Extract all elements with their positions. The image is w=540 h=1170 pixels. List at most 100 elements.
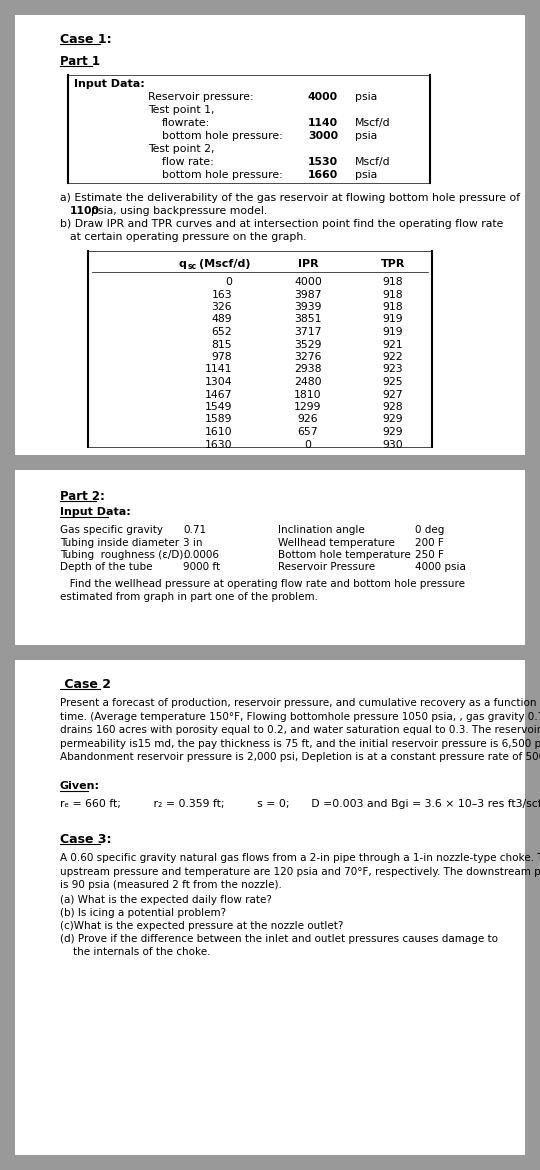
Text: 1660: 1660 (308, 170, 338, 180)
Text: a) Estimate the deliverability of the gas reservoir at flowing bottom hole press: a) Estimate the deliverability of the ga… (60, 193, 520, 204)
Text: Present a forecast of production, reservoir pressure, and cumulative recovery as: Present a forecast of production, reserv… (60, 698, 540, 763)
Text: 926: 926 (298, 414, 318, 425)
Text: 918: 918 (383, 277, 403, 287)
Text: Find the wellhead pressure at operating flow rate and bottom hole pressure
estim: Find the wellhead pressure at operating … (60, 579, 465, 603)
Text: 3000: 3000 (308, 131, 338, 142)
Text: rₑ = 660 ft;   r₂ = 0.359 ft;   s = 0;  D =0.003 and Bgi = 3.6 × 10–3 res ft3/sc: rₑ = 660 ft; r₂ = 0.359 ft; s = 0; D =0.… (60, 799, 540, 808)
Text: 1304: 1304 (204, 377, 232, 387)
Text: 0: 0 (225, 277, 232, 287)
Text: 1810: 1810 (294, 390, 322, 399)
Text: 652: 652 (211, 326, 232, 337)
Bar (15, 15, 525, 455)
Text: Test point 1,: Test point 1, (148, 105, 214, 115)
Text: 0 deg: 0 deg (415, 525, 444, 535)
Text: Given:: Given: (60, 782, 100, 791)
Text: 923: 923 (383, 365, 403, 374)
Text: 1299: 1299 (294, 402, 322, 412)
Text: A 0.60 specific gravity natural gas flows from a 2-in pipe through a 1-in nozzle: A 0.60 specific gravity natural gas flow… (60, 853, 540, 890)
Text: 930: 930 (383, 440, 403, 449)
Text: Tubing  roughness (ε/D):: Tubing roughness (ε/D): (60, 550, 187, 560)
Text: 3717: 3717 (294, 326, 322, 337)
Text: Reservoir Pressure: Reservoir Pressure (278, 563, 375, 572)
Text: Case 2: Case 2 (60, 677, 111, 691)
Text: 919: 919 (383, 326, 403, 337)
Text: 978: 978 (211, 352, 232, 362)
Text: bottom hole pressure:: bottom hole pressure: (162, 131, 283, 142)
Text: (c)What is the expected pressure at the nozzle outlet?: (c)What is the expected pressure at the … (60, 921, 343, 931)
Text: Bottom hole temperature: Bottom hole temperature (278, 550, 411, 560)
Text: 925: 925 (383, 377, 403, 387)
Text: q: q (178, 259, 186, 269)
Text: 163: 163 (211, 289, 232, 300)
Text: Test point 2,: Test point 2, (148, 144, 214, 154)
Text: 1140: 1140 (308, 118, 338, 128)
Text: Reservoir pressure:: Reservoir pressure: (148, 92, 254, 102)
Text: 1549: 1549 (205, 402, 232, 412)
Text: 326: 326 (211, 302, 232, 312)
Text: b) Draw IPR and TPR curves and at intersection point find the operating flow rat: b) Draw IPR and TPR curves and at inters… (60, 219, 503, 229)
Text: 2938: 2938 (294, 365, 322, 374)
Text: Gas specific gravity: Gas specific gravity (60, 525, 163, 535)
Text: 200 F: 200 F (415, 537, 444, 548)
Text: Case 1:: Case 1: (60, 33, 112, 46)
Text: 9000 ft: 9000 ft (183, 563, 220, 572)
Text: 919: 919 (383, 315, 403, 324)
Text: 4000: 4000 (294, 277, 322, 287)
Text: (d) Prove if the difference between the inlet and outlet pressures causes damage: (d) Prove if the difference between the … (60, 934, 498, 957)
Bar (15, 470, 525, 645)
Text: 922: 922 (383, 352, 403, 362)
Text: psia, using backpressure model.: psia, using backpressure model. (91, 206, 267, 216)
Text: Wellhead temperature: Wellhead temperature (278, 537, 395, 548)
Text: psia: psia (355, 92, 377, 102)
Text: Part 2:: Part 2: (60, 490, 105, 503)
Text: Input Data:: Input Data: (60, 507, 131, 517)
Text: 918: 918 (383, 302, 403, 312)
Text: 657: 657 (298, 427, 318, 438)
Text: 1589: 1589 (205, 414, 232, 425)
Text: psia: psia (355, 170, 377, 180)
Text: (a) What is the expected daily flow rate?: (a) What is the expected daily flow rate… (60, 895, 272, 906)
Text: Tubing inside diameter: Tubing inside diameter (60, 537, 179, 548)
Text: 929: 929 (383, 414, 403, 425)
Text: 3939: 3939 (294, 302, 322, 312)
Text: 3276: 3276 (294, 352, 322, 362)
Text: Inclination angle: Inclination angle (278, 525, 365, 535)
Text: 1100: 1100 (70, 206, 100, 216)
Text: TPR: TPR (381, 259, 405, 269)
Text: Mscf/d: Mscf/d (355, 118, 390, 128)
Text: 3 in: 3 in (183, 537, 202, 548)
Bar (15, 660, 525, 1155)
Text: 927: 927 (383, 390, 403, 399)
Text: 4000: 4000 (308, 92, 338, 102)
Text: flowrate:: flowrate: (162, 118, 210, 128)
Text: (b) Is icing a potential problem?: (b) Is icing a potential problem? (60, 908, 226, 918)
Text: flow rate:: flow rate: (162, 157, 214, 167)
Text: 489: 489 (211, 315, 232, 324)
Text: 4000 psia: 4000 psia (415, 563, 466, 572)
Text: sc: sc (188, 262, 197, 271)
Text: 250 F: 250 F (415, 550, 444, 560)
Text: 0.0006: 0.0006 (183, 550, 219, 560)
Text: Depth of the tube: Depth of the tube (60, 563, 152, 572)
Text: Case 3:: Case 3: (60, 833, 111, 846)
Text: IPR: IPR (298, 259, 318, 269)
Text: 1630: 1630 (204, 440, 232, 449)
Text: 815: 815 (211, 339, 232, 350)
Text: 1610: 1610 (204, 427, 232, 438)
Text: 929: 929 (383, 427, 403, 438)
Text: (Mscf/d): (Mscf/d) (199, 259, 251, 269)
Text: bottom hole pressure:: bottom hole pressure: (162, 170, 283, 180)
Text: 2480: 2480 (294, 377, 322, 387)
Text: psia: psia (355, 131, 377, 142)
Text: 3851: 3851 (294, 315, 322, 324)
Text: 1467: 1467 (205, 390, 232, 399)
Text: Mscf/d: Mscf/d (355, 157, 390, 167)
Text: 1530: 1530 (308, 157, 338, 167)
Text: Input Data:: Input Data: (74, 80, 145, 89)
Text: Part 1: Part 1 (60, 55, 100, 68)
Text: 3987: 3987 (294, 289, 322, 300)
Text: 918: 918 (383, 289, 403, 300)
Text: 928: 928 (383, 402, 403, 412)
Text: at certain operating pressure on the graph.: at certain operating pressure on the gra… (70, 232, 307, 242)
Text: 3529: 3529 (294, 339, 322, 350)
